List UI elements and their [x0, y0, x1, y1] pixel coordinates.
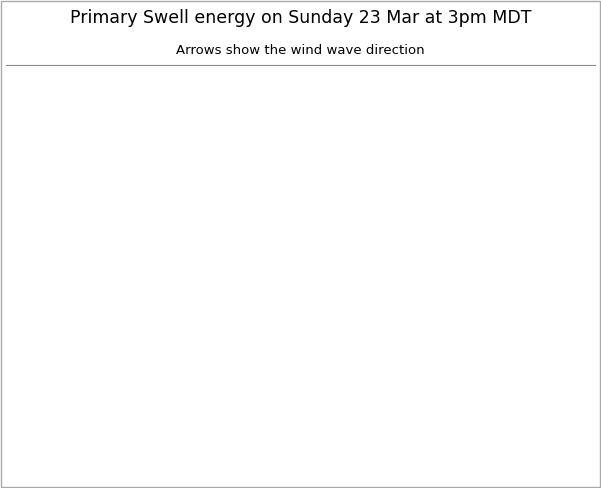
- Text: Arrows show the wind wave direction: Arrows show the wind wave direction: [176, 43, 425, 57]
- Text: Primary Swell energy on Sunday 23 Mar at 3pm MDT: Primary Swell energy on Sunday 23 Mar at…: [70, 9, 531, 27]
- Text: cartopy not installed
Cannot render map: cartopy not installed Cannot render map: [200, 256, 401, 298]
